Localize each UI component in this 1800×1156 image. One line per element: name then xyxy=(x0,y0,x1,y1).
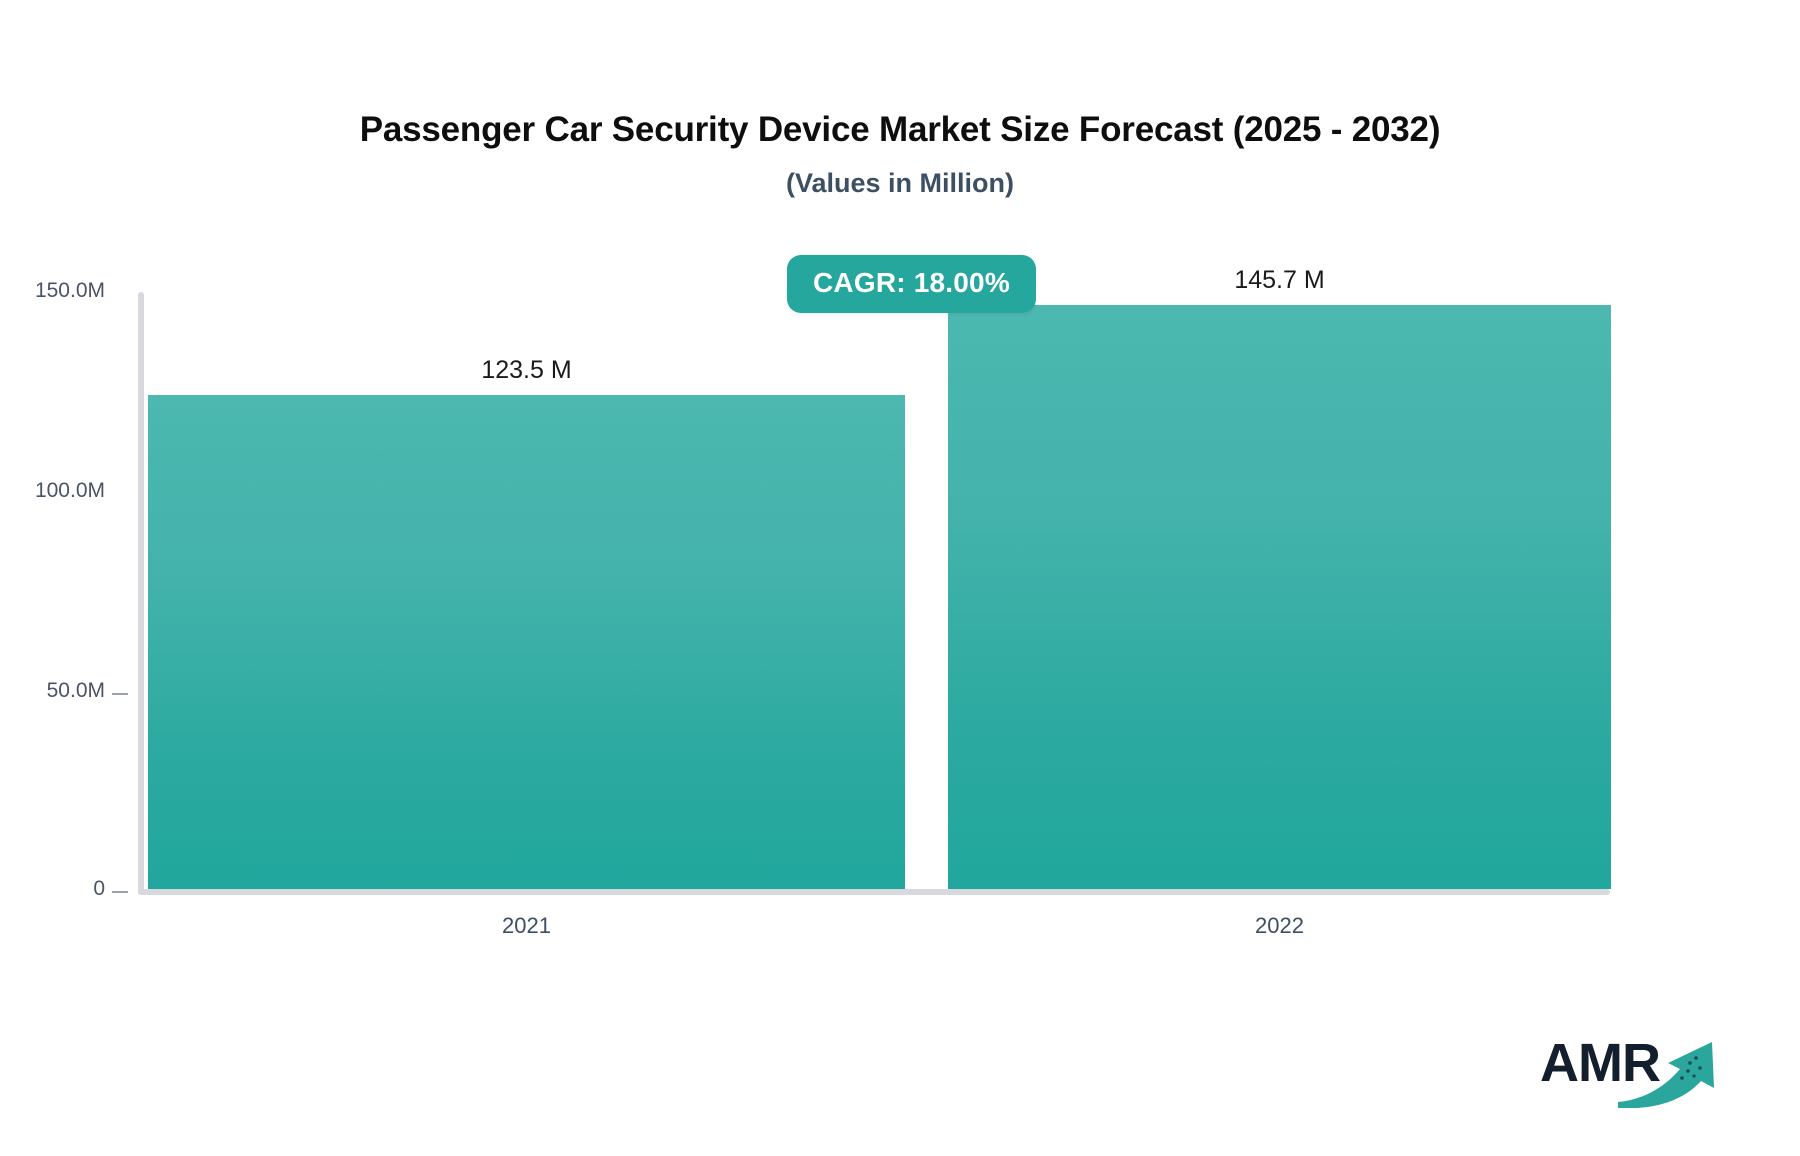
bar-value-2021: 123.5 M xyxy=(481,356,572,384)
y-tick-mark-50 xyxy=(112,693,128,695)
x-tick-label-2022: 2022 xyxy=(1255,913,1304,938)
cagr-badge[interactable]: CAGR: 18.00% xyxy=(787,255,1036,313)
bar-value-2022: 145.7 M xyxy=(1234,266,1325,294)
x-tick-label-2021: 2021 xyxy=(502,913,551,938)
bar-2021[interactable] xyxy=(148,395,905,889)
y-tick-label-150: 150.0M xyxy=(34,279,105,302)
chart-subtitle: (Values in Million) xyxy=(785,168,1015,198)
amr-logo-text: AMR xyxy=(1540,1033,1661,1093)
x-axis-line xyxy=(138,889,1610,895)
page-title: Passenger Car Security Device Market Siz… xyxy=(359,110,1441,149)
bar-2022[interactable] xyxy=(948,305,1611,889)
y-tick-label-0: 0 xyxy=(93,877,105,900)
growth-arrow-icon xyxy=(1618,1042,1714,1108)
y-tick-label-50: 50.0M xyxy=(46,679,105,702)
y-tick-mark-0 xyxy=(112,891,128,893)
y-tick-label-100: 100.0M xyxy=(34,479,105,502)
amr-logo[interactable]: AMR xyxy=(1540,1030,1730,1110)
y-axis-line xyxy=(138,292,144,895)
